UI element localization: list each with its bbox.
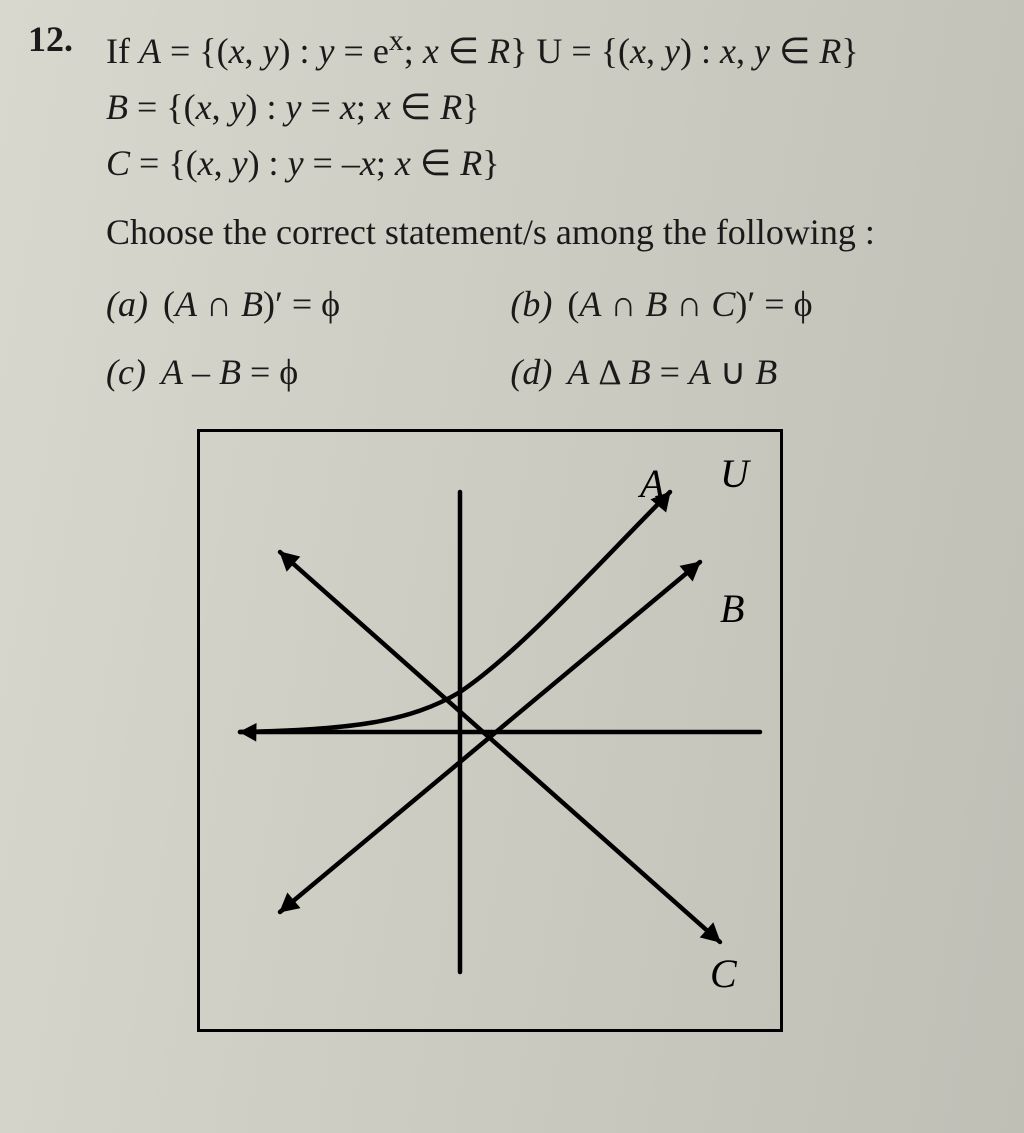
- question-row: 12. If A = {(x, y) : y = ex; x ∈ R} U = …: [28, 18, 996, 1032]
- option-d: (d) A Δ B = A ∪ B: [510, 345, 874, 401]
- option-row-1: (a) (A ∩ B)′ = ϕ (b) (A ∩ B ∩ C)′ = ϕ: [106, 277, 875, 333]
- options-block: (a) (A ∩ B)′ = ϕ (b) (A ∩ B ∩ C)′ = ϕ (c…: [106, 277, 875, 401]
- option-a-text: (A ∩ B)′ = ϕ: [163, 284, 340, 324]
- question-stem: If A = {(x, y) : y = ex; x ∈ R} U = {(x,…: [106, 18, 875, 1032]
- option-row-2: (c) A – B = ϕ (d) A Δ B = A ∪ B: [106, 345, 875, 401]
- option-b-text: (A ∩ B ∩ C)′ = ϕ: [567, 284, 812, 324]
- svg-text:U: U: [720, 451, 752, 496]
- stem-choose: Choose the correct statement/s among the…: [106, 205, 875, 261]
- option-c: (c) A – B = ϕ: [106, 345, 470, 401]
- option-a-label: (a): [106, 284, 148, 324]
- option-d-text: A Δ B = A ∪ B: [567, 352, 777, 392]
- option-b: (b) (A ∩ B ∩ C)′ = ϕ: [510, 277, 874, 333]
- page: 12. If A = {(x, y) : y = ex; x ∈ R} U = …: [0, 0, 1024, 1133]
- option-c-label: (c): [106, 352, 146, 392]
- figure-svg: U A B C: [200, 432, 780, 1012]
- option-d-label: (d): [510, 352, 552, 392]
- option-b-label: (b): [510, 284, 552, 324]
- stem-line-3: C = {(x, y) : y = –x; x ∈ R}: [106, 136, 875, 192]
- figure-box: U A B C: [197, 429, 783, 1032]
- svg-text:C: C: [710, 951, 738, 996]
- stem-line-1: If A = {(x, y) : y = ex; x ∈ R} U = {(x,…: [106, 18, 875, 80]
- svg-text:A: A: [637, 461, 665, 506]
- figure-wrap: U A B C: [106, 429, 875, 1032]
- svg-text:B: B: [720, 586, 744, 631]
- question-number: 12.: [28, 18, 84, 60]
- option-c-text: A – B = ϕ: [161, 352, 298, 392]
- stem-line-2: B = {(x, y) : y = x; x ∈ R}: [106, 80, 875, 136]
- option-a: (a) (A ∩ B)′ = ϕ: [106, 277, 470, 333]
